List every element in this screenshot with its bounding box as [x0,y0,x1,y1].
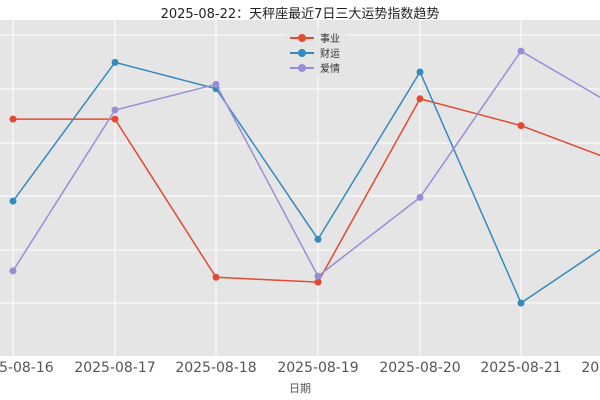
data-point-marker [416,95,424,103]
series-line [12,50,600,278]
data-point-marker [314,278,322,286]
legend-marker-icon [290,63,314,73]
x-tick-label: 2025-08-17 [74,360,156,376]
data-point-marker [111,106,119,114]
x-tick-label: 2025-08-22 [581,360,600,376]
data-point-marker [314,235,322,243]
x-axis-label: 日期 [289,382,311,395]
data-point-marker [416,193,424,201]
x-tick-label: 2025-08-18 [175,360,257,376]
legend-item-career: 事业 [290,30,340,45]
legend-label: 爱情 [320,64,340,75]
data-point-marker [314,272,322,280]
x-tick-label: 2025-08-21 [480,360,562,376]
data-point-marker [212,273,220,281]
legend-marker-icon [290,33,314,43]
data-point-marker [517,122,525,130]
x-tick-label: 2025-08-20 [379,360,461,376]
legend-marker-icon [290,48,314,58]
legend-label: 财运 [320,49,340,60]
x-tick-label: 2025-08-16 [0,360,54,376]
legend-item-wealth: 财运 [290,45,340,60]
data-point-marker [517,299,525,307]
legend-item-love: 爱情 [290,60,340,75]
legend: 事业 财运 爱情 [286,28,346,77]
data-point-marker [9,197,17,205]
data-point-marker [9,115,17,123]
plot-area [0,20,600,356]
data-point-marker [517,47,525,55]
legend-label: 事业 [320,34,340,45]
data-point-marker [416,68,424,76]
data-point-marker [9,267,17,275]
data-point-marker [111,115,119,123]
series-line [12,61,600,305]
chart-title: 2025-08-22：天秤座最近7日三大运势指数趋势 [160,7,440,22]
x-tick-label: 2025-08-19 [277,360,359,376]
data-point-marker [212,80,220,88]
data-point-marker [111,58,119,66]
